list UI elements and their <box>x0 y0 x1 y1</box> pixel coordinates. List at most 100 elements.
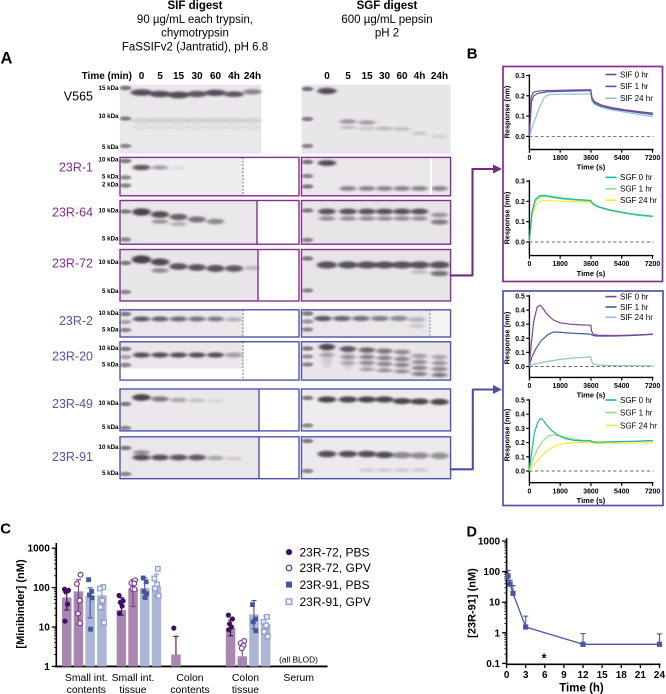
svg-text:10 kDa: 10 kDa <box>99 259 120 266</box>
svg-text:0.2: 0.2 <box>515 199 525 206</box>
svg-text:(all BLOD): (all BLOD) <box>279 655 318 665</box>
svg-text:5 kDa: 5 kDa <box>102 424 119 431</box>
svg-text:SIF digest: SIF digest <box>168 0 223 12</box>
svg-text:3600: 3600 <box>583 488 598 495</box>
svg-text:Colon: Colon <box>176 673 203 684</box>
svg-text:0.3: 0.3 <box>515 179 525 186</box>
svg-text:0.3: 0.3 <box>515 73 525 80</box>
svg-text:5400: 5400 <box>614 383 629 390</box>
svg-text:30: 30 <box>379 71 391 82</box>
svg-text:1000: 1000 <box>478 537 501 548</box>
svg-text:tissue: tissue <box>119 685 146 694</box>
svg-text:0: 0 <box>527 261 531 268</box>
svg-text:2 kDa: 2 kDa <box>102 182 119 189</box>
svg-text:Time (s): Time (s) <box>577 496 606 505</box>
svg-text:24h: 24h <box>244 71 261 82</box>
svg-text:0.2: 0.2 <box>515 93 525 100</box>
svg-text:23R-2: 23R-2 <box>59 314 93 328</box>
svg-text:0.0: 0.0 <box>515 134 525 141</box>
svg-text:A: A <box>1 49 13 67</box>
svg-text:6: 6 <box>542 670 548 681</box>
svg-text:0.5: 0.5 <box>515 398 525 405</box>
svg-text:SGF 24 hr: SGF 24 hr <box>620 196 657 205</box>
svg-text:23R-91: 23R-91 <box>52 450 93 464</box>
svg-text:5400: 5400 <box>614 155 629 162</box>
svg-text:3600: 3600 <box>583 383 598 390</box>
svg-text:12: 12 <box>577 670 589 681</box>
svg-text:3: 3 <box>523 670 529 681</box>
svg-text:C: C <box>0 521 11 538</box>
svg-text:1800: 1800 <box>553 155 568 162</box>
svg-text:[Minibinder] (nM): [Minibinder] (nM) <box>15 559 27 649</box>
svg-text:B: B <box>467 45 478 62</box>
svg-text:1800: 1800 <box>553 261 568 268</box>
svg-text:0: 0 <box>139 71 145 82</box>
svg-text:4h: 4h <box>414 71 426 82</box>
svg-text:0.1: 0.1 <box>515 219 525 226</box>
svg-text:0.1: 0.1 <box>515 350 525 357</box>
svg-text:15: 15 <box>597 670 609 681</box>
svg-text:24h: 24h <box>431 71 448 82</box>
svg-text:3600: 3600 <box>583 155 598 162</box>
svg-text:SGF 24 hr: SGF 24 hr <box>620 421 657 430</box>
svg-text:0.3: 0.3 <box>515 426 525 433</box>
svg-text:10: 10 <box>39 623 51 634</box>
svg-text:60: 60 <box>396 71 408 82</box>
svg-text:SGF 1 hr: SGF 1 hr <box>620 185 653 194</box>
svg-text:Serum: Serum <box>283 673 314 684</box>
svg-text:23R-72: 23R-72 <box>52 257 93 271</box>
svg-text:600 µg/mL pepsin: 600 µg/mL pepsin <box>341 14 432 26</box>
svg-text:23R-91, PBS: 23R-91, PBS <box>300 578 370 592</box>
svg-text:3600: 3600 <box>583 261 598 268</box>
svg-text:Response (nm): Response (nm) <box>503 85 512 138</box>
svg-text:0.2: 0.2 <box>515 440 525 447</box>
svg-text:5 kDa: 5 kDa <box>102 174 119 181</box>
svg-text:[23R-91] (nM): [23R-91] (nM) <box>467 568 479 638</box>
svg-text:5 kDa: 5 kDa <box>102 362 119 369</box>
svg-text:15 kDa: 15 kDa <box>99 85 120 92</box>
svg-text:7200: 7200 <box>645 383 660 390</box>
svg-text:SGF 0 hr: SGF 0 hr <box>620 173 653 182</box>
svg-text:7200: 7200 <box>645 155 660 162</box>
svg-text:SIF 24 hr: SIF 24 hr <box>620 313 653 322</box>
svg-text:SIF 0 hr: SIF 0 hr <box>620 292 649 301</box>
svg-text:23R-64: 23R-64 <box>52 206 93 220</box>
svg-text:0.4: 0.4 <box>515 412 525 419</box>
svg-text:0.3: 0.3 <box>515 322 525 329</box>
svg-text:100: 100 <box>33 583 50 594</box>
svg-text:1: 1 <box>44 662 50 673</box>
svg-text:0: 0 <box>527 488 531 495</box>
svg-text:pH 2: pH 2 <box>375 27 399 39</box>
svg-text:23R-91, GPV: 23R-91, GPV <box>300 595 371 609</box>
svg-text:0.1: 0.1 <box>515 114 525 121</box>
svg-text:10 kDa: 10 kDa <box>99 113 120 120</box>
svg-text:0: 0 <box>504 670 510 681</box>
svg-text:5400: 5400 <box>614 261 629 268</box>
svg-text:10 kDa: 10 kDa <box>99 400 120 407</box>
svg-text:5 kDa: 5 kDa <box>102 288 119 295</box>
svg-text:5 kDa: 5 kDa <box>102 144 119 151</box>
svg-text:4h: 4h <box>228 71 240 82</box>
svg-text:10 kDa: 10 kDa <box>99 208 120 215</box>
svg-text:10 kDa: 10 kDa <box>99 444 120 451</box>
svg-text:10: 10 <box>489 598 501 609</box>
svg-text:tissue: tissue <box>232 685 259 694</box>
svg-text:Time (s): Time (s) <box>577 163 606 172</box>
svg-text:10 kDa: 10 kDa <box>99 310 120 317</box>
svg-text:1800: 1800 <box>553 383 568 390</box>
svg-text:0.1: 0.1 <box>486 659 500 670</box>
svg-text:0.0: 0.0 <box>515 364 525 371</box>
svg-text:0.0: 0.0 <box>515 240 525 247</box>
svg-text:Response (nm): Response (nm) <box>503 408 512 461</box>
svg-text:15: 15 <box>361 71 373 82</box>
svg-text:21: 21 <box>635 670 647 681</box>
svg-text:0: 0 <box>324 71 330 82</box>
svg-text:SGF 0 hr: SGF 0 hr <box>620 396 653 405</box>
svg-text:7200: 7200 <box>645 488 660 495</box>
svg-text:23R-1: 23R-1 <box>59 161 93 175</box>
svg-text:0: 0 <box>527 155 531 162</box>
svg-text:5: 5 <box>157 71 163 82</box>
svg-text:7200: 7200 <box>645 261 660 268</box>
svg-text:23R-49: 23R-49 <box>52 397 93 411</box>
svg-text:1800: 1800 <box>553 488 568 495</box>
